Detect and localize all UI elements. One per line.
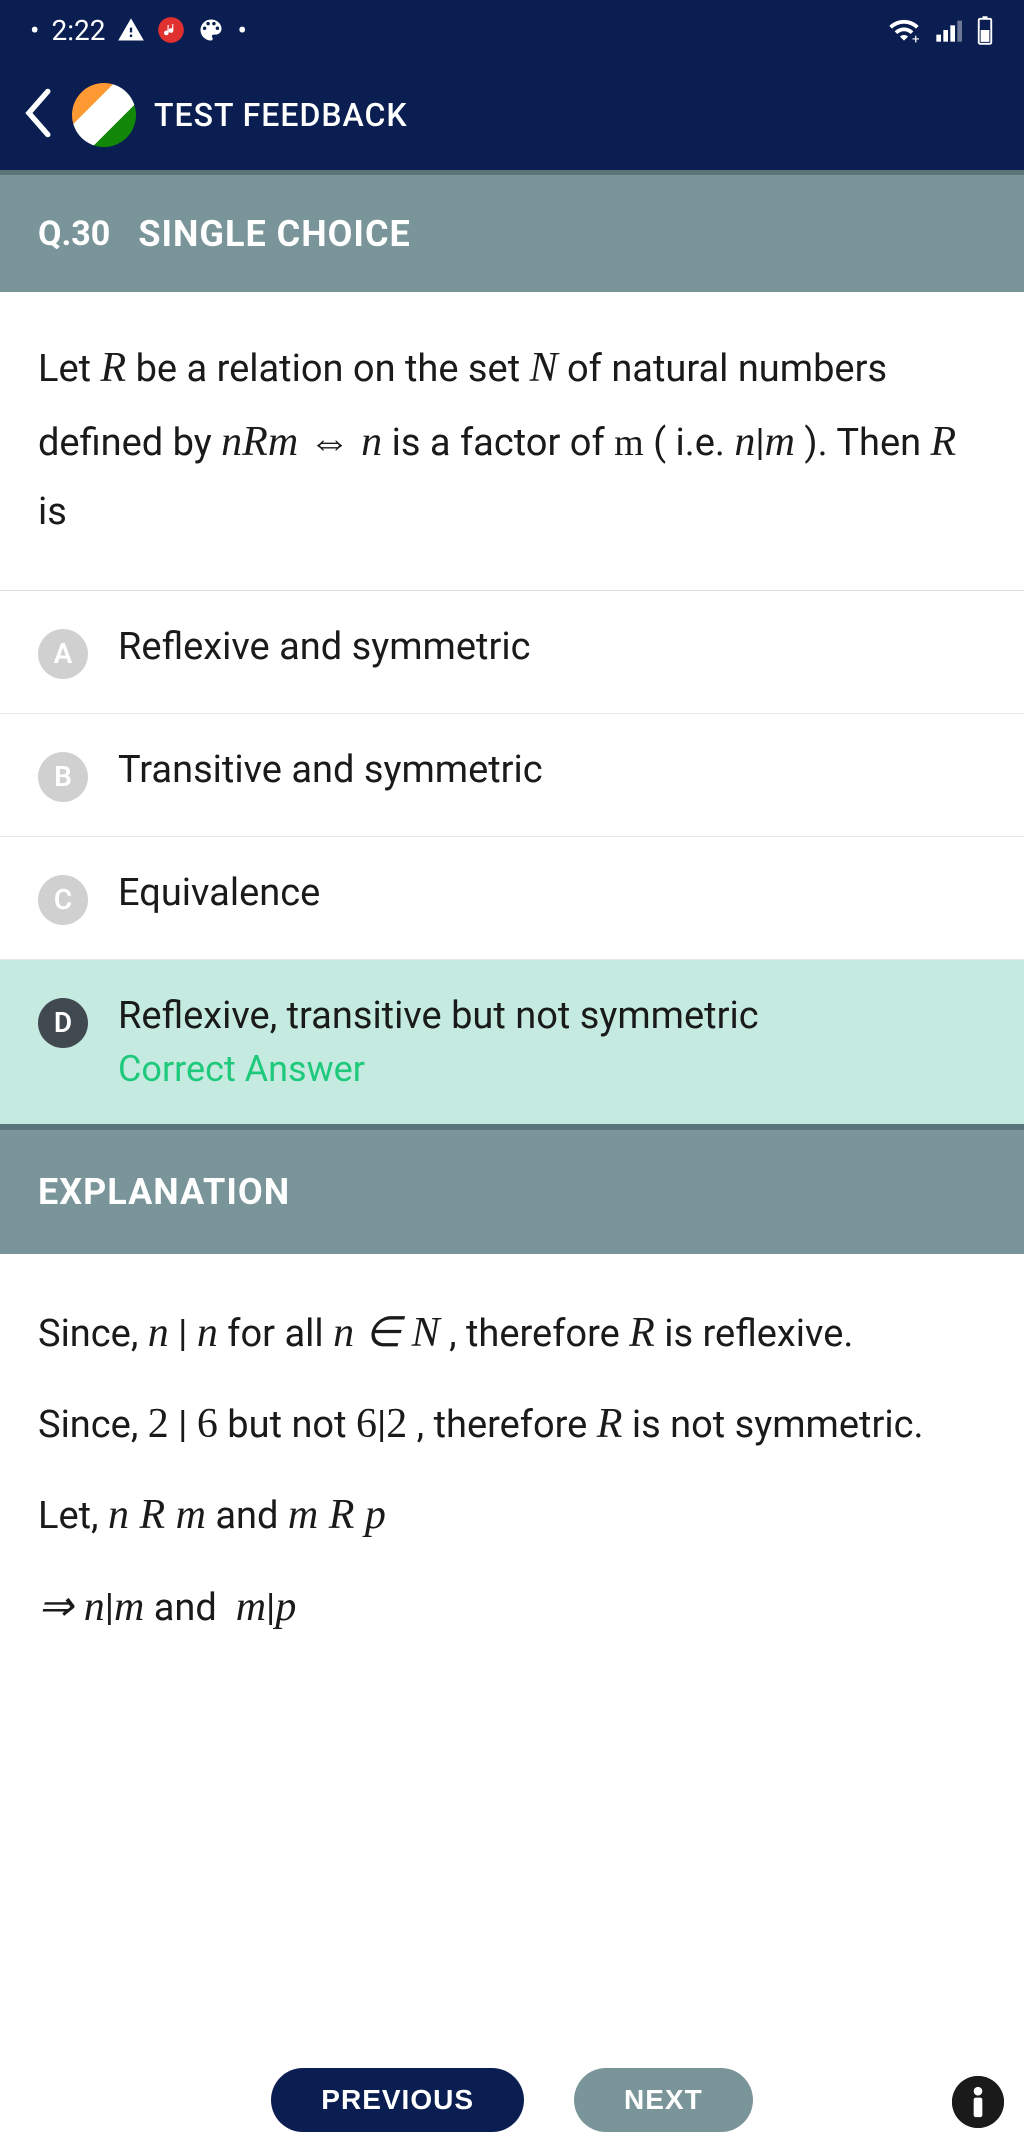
question-header: Q.30 SINGLE CHOICE	[0, 170, 1024, 292]
option-text: Reflexive, transitive but not symmetricC…	[118, 994, 986, 1090]
option-c[interactable]: C Equivalence	[0, 837, 1024, 960]
explanation-line: Since, n | n for all n ∈ N , therefore R…	[38, 1298, 986, 1369]
wifi-icon: +	[888, 14, 920, 46]
option-text: Equivalence	[118, 871, 986, 915]
app-header: TEST FEEDBACK	[0, 60, 1024, 170]
previous-button[interactable]: PREVIOUS	[271, 2068, 524, 2132]
question-type: SINGLE CHOICE	[138, 213, 410, 255]
status-left: • 2:22 •	[30, 14, 247, 47]
battery-icon	[976, 15, 994, 45]
option-badge: D	[38, 998, 88, 1048]
option-d[interactable]: D Reflexive, transitive but not symmetric…	[0, 960, 1024, 1124]
palette-icon	[197, 16, 225, 44]
status-dot-icon: •	[30, 14, 39, 47]
signal-icon	[934, 16, 962, 44]
explanation-body: Since, n | n for all n ∈ N , therefore R…	[0, 1254, 1024, 1708]
explanation-line: Since, 2 | 6 but not 6|2 , therefore R i…	[38, 1389, 986, 1460]
option-badge: B	[38, 752, 88, 802]
option-badge: A	[38, 629, 88, 679]
status-right: +	[888, 14, 994, 46]
option-badge: C	[38, 875, 88, 925]
app-logo-icon	[72, 83, 136, 147]
explanation-title: EXPLANATION	[38, 1171, 290, 1213]
option-a[interactable]: A Reflexive and symmetric	[0, 591, 1024, 714]
question-body: Let R be a relation on the set N of natu…	[0, 292, 1024, 591]
status-more-icon: •	[237, 14, 246, 47]
music-icon	[157, 16, 185, 44]
explanation-line: Let, n R m and m R p	[38, 1480, 986, 1551]
next-button[interactable]: NEXT	[574, 2068, 753, 2132]
status-time: 2:22	[51, 14, 105, 47]
svg-text:+: +	[912, 32, 920, 46]
option-b[interactable]: B Transitive and symmetric	[0, 714, 1024, 837]
back-button[interactable]	[20, 86, 54, 144]
option-text: Reflexive and symmetric	[118, 625, 986, 669]
option-text: Transitive and symmetric	[118, 748, 986, 792]
nav-footer: PREVIOUS NEXT	[0, 2058, 1024, 2148]
status-bar: • 2:22 • +	[0, 0, 1024, 60]
question-number: Q.30	[38, 214, 110, 254]
info-button[interactable]	[952, 2076, 1004, 2128]
explanation-header: EXPLANATION	[0, 1124, 1024, 1254]
warning-icon	[117, 16, 145, 44]
header-title: TEST FEEDBACK	[154, 96, 408, 134]
explanation-line: ⇒ n|m and m|p	[38, 1572, 986, 1643]
correct-answer-label: Correct Answer	[118, 1048, 986, 1090]
